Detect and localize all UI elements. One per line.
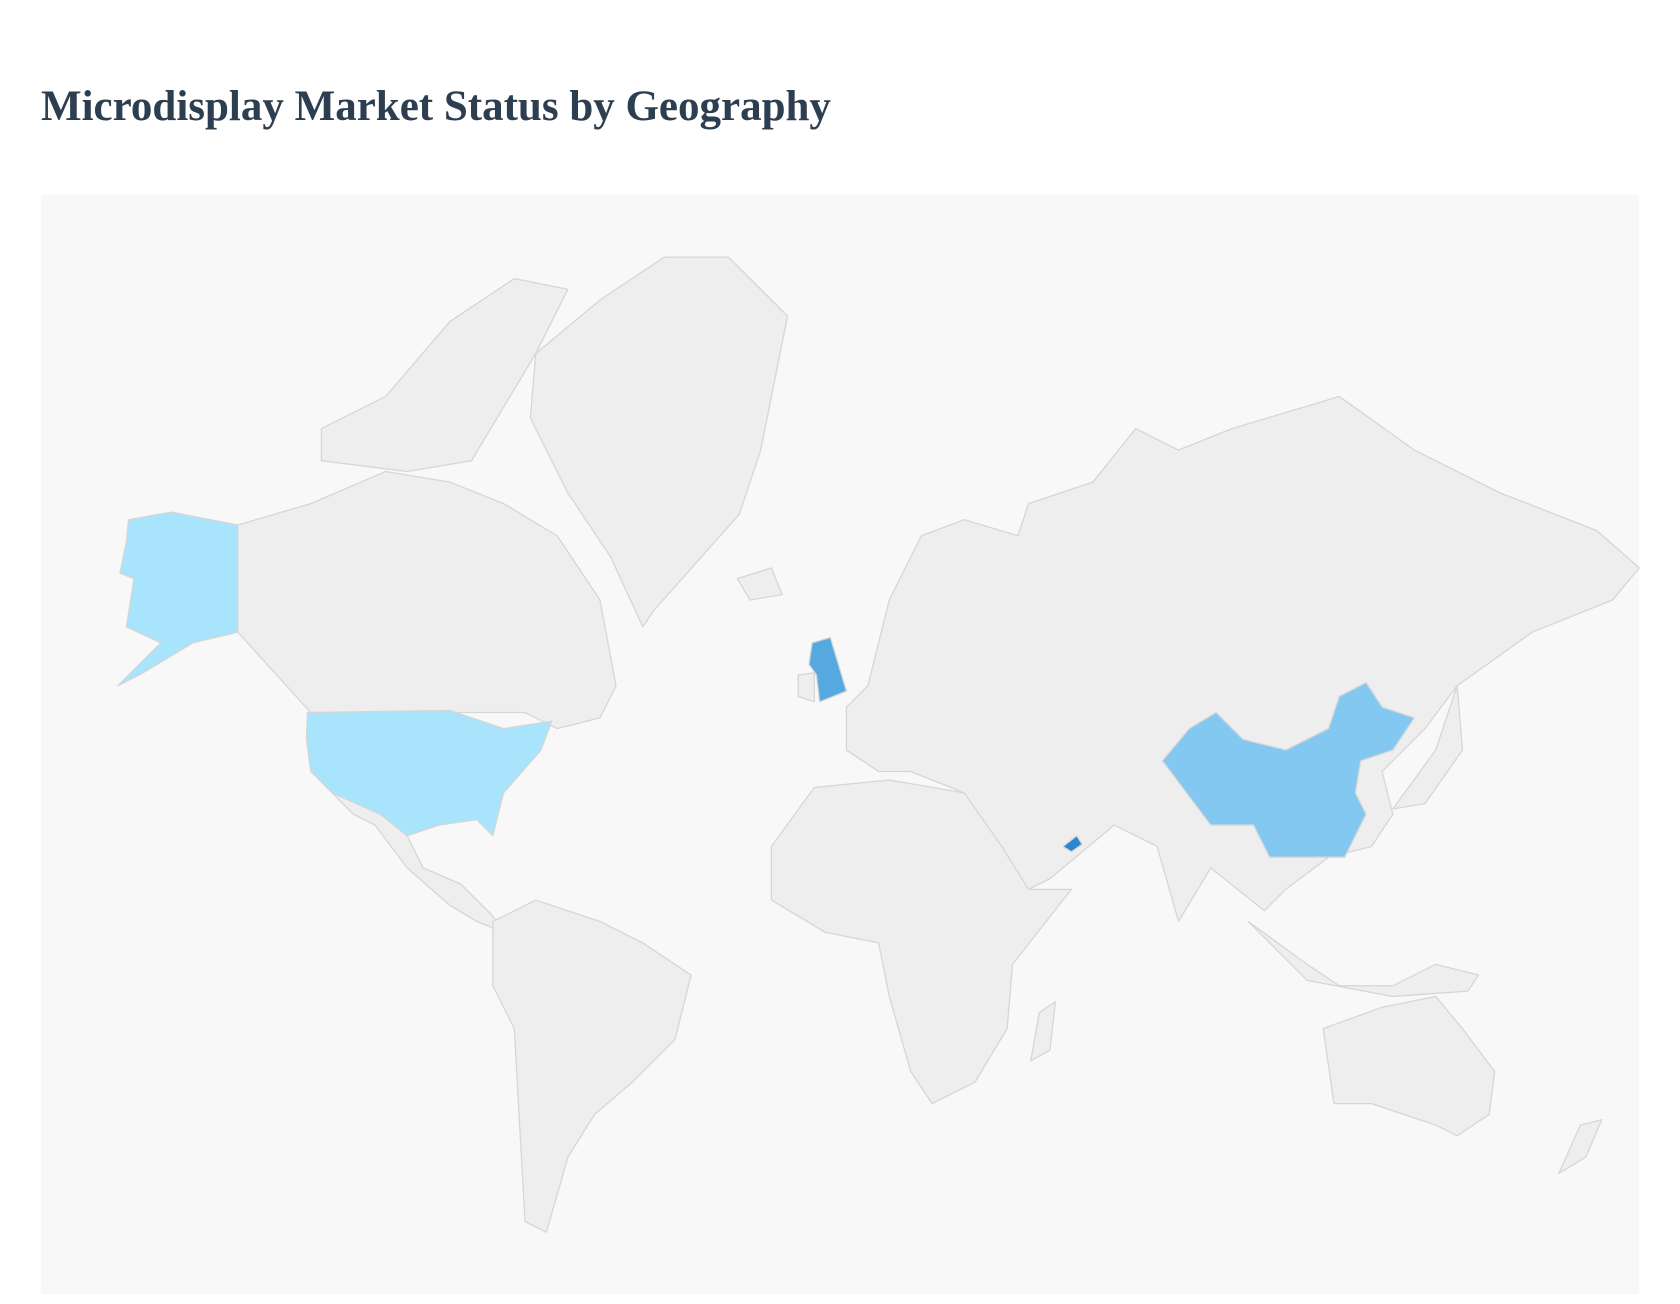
page-title: Microdisplay Market Status by Geography: [41, 83, 831, 130]
land-australia[interactable]: [1322, 995, 1496, 1137]
land-canada[interactable]: [237, 470, 617, 730]
land-south-america[interactable]: [492, 899, 692, 1233]
region-united-states[interactable]: United States: [305, 709, 553, 837]
region-united-kingdom[interactable]: United Kingdom: [808, 636, 848, 703]
land-new-zealand[interactable]: [1558, 1119, 1603, 1174]
land-arctic-islands: [320, 277, 569, 473]
region-united-arab-emirates[interactable]: United Arab Emirates: [1062, 835, 1083, 853]
region-united-states-alaska[interactable]: United States: [117, 511, 239, 687]
land-madagascar[interactable]: [1030, 1001, 1056, 1062]
land-africa[interactable]: [770, 779, 1073, 1105]
land-ireland[interactable]: [797, 672, 815, 703]
land-japan[interactable]: [1392, 685, 1464, 810]
land-southeast-asia-islands[interactable]: [1247, 920, 1480, 998]
land-iceland[interactable]: [736, 567, 783, 601]
region-china[interactable]: China: [1161, 681, 1415, 858]
land-greenland[interactable]: [529, 256, 789, 628]
